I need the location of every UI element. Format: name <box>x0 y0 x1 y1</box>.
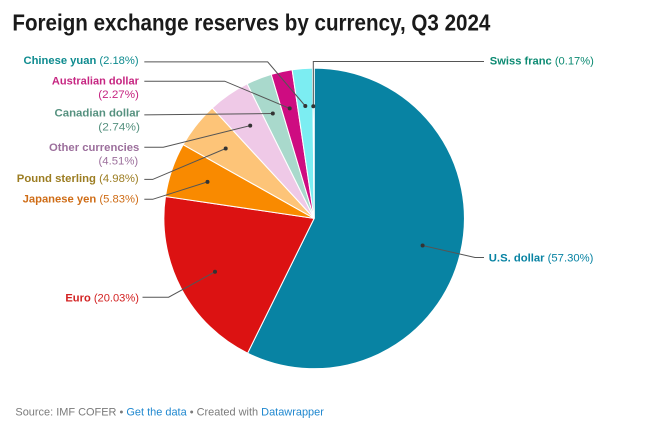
svg-text:Source: IMF COFER • Get the da: Source: IMF COFER • Get the data • Creat… <box>15 407 324 419</box>
svg-text:Australian dollar: Australian dollar <box>52 75 140 87</box>
svg-text:U.S. dollar (57.30%): U.S. dollar (57.30%) <box>489 252 594 264</box>
svg-text:Japanese yen (5.83%): Japanese yen (5.83%) <box>23 194 139 206</box>
svg-text:(2.27%): (2.27%) <box>98 89 139 101</box>
svg-text:Canadian dollar: Canadian dollar <box>55 108 141 120</box>
svg-text:(2.74%): (2.74%) <box>98 121 140 133</box>
svg-text:Pound sterling (4.98%): Pound sterling (4.98%) <box>17 173 139 185</box>
svg-text:(4.51%): (4.51%) <box>99 156 139 168</box>
svg-text:Other currencies: Other currencies <box>49 142 139 154</box>
svg-text:Swiss franc (0.17%): Swiss franc (0.17%) <box>490 56 594 68</box>
svg-text:Chinese yuan (2.18%): Chinese yuan (2.18%) <box>24 55 139 67</box>
svg-text:Euro (20.03%): Euro (20.03%) <box>65 292 139 304</box>
svg-text:Foreign exchange reserves by c: Foreign exchange reserves by currency, Q… <box>12 10 490 36</box>
